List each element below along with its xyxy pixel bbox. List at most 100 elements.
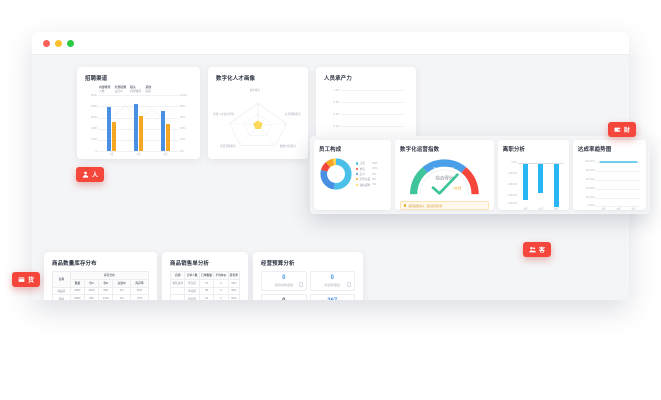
y-tick: 60.00% (586, 178, 595, 181)
card-title: 数字化人才画像 (216, 76, 256, 82)
maximize-icon[interactable] (67, 39, 74, 47)
y-tick: -300.00 (507, 194, 517, 197)
cell (169, 294, 186, 300)
cell: 2100 (98, 294, 114, 300)
cell: 华东区 (184, 278, 200, 288)
tab-label: 客 (539, 248, 546, 254)
legend-label: 猎头 (130, 85, 136, 89)
card-title: 数字化运营指数 (400, 147, 440, 153)
cell: 3 (213, 286, 229, 296)
stat-box: 267 (309, 293, 355, 300)
legend-swatch (356, 162, 359, 165)
tab-finance[interactable]: 财 (608, 122, 637, 137)
col-wha: 仓A (83, 278, 100, 288)
cell: 800 (98, 286, 114, 296)
x-tick: 2月 (136, 153, 141, 157)
x-tick: 1月 (601, 208, 606, 210)
legend-name: 实习 (359, 173, 365, 176)
y2-tick: 80% (180, 104, 186, 108)
legend-pct: 27% (372, 167, 378, 171)
document-icon (347, 281, 351, 287)
close-icon[interactable] (43, 39, 50, 47)
x-tick: 2月 (616, 208, 621, 210)
card-title: 人员承产力 (324, 76, 352, 82)
card-inventory-distribution: 商品数量库存分布 名称 库存分布 数量 仓A 仓B 在途中 库存率 成品库 (44, 252, 157, 300)
col-name: 名称 (169, 271, 186, 280)
legend-row: 实习 9% (356, 172, 377, 176)
radar-axis-label: 技术能力 (249, 89, 261, 92)
table-row: 华北区 42 1 32% (169, 294, 241, 300)
box-icon (18, 277, 25, 282)
col-price: 平均单价 (213, 271, 229, 280)
y-tick: 0.60 (333, 112, 339, 116)
overlay-trend-line (112, 104, 165, 122)
table-row: 华南区 58 3 30% (169, 286, 241, 296)
cell: 32% (227, 278, 241, 288)
card-title: 商品数量库存分布 (52, 261, 97, 267)
tab-guest[interactable]: 客 (523, 242, 552, 257)
y2-tick: 0% (180, 149, 184, 153)
legend-sublabel: 内部推荐 (130, 88, 142, 93)
cell: 42 (198, 294, 215, 300)
cell: 3400 (83, 286, 100, 296)
card-title: 离职分析 (502, 147, 526, 153)
col-qty: 数量 (69, 278, 85, 288)
stat-box: 0 预算内采购金额 (261, 271, 307, 291)
neg-bar (522, 163, 528, 200)
cell: 76 (198, 278, 215, 288)
y-tick: 1.00 (333, 88, 339, 92)
svg-text:80: 80 (462, 180, 466, 184)
x-tick: 3月 (163, 153, 168, 157)
col-rate: 库存率 (130, 278, 149, 288)
tab-people[interactable]: 人 (76, 167, 105, 182)
cell: 80% (130, 286, 149, 296)
y-tick: 100.00% (584, 160, 595, 163)
y-tick: -200.00 (507, 183, 517, 186)
tab-goods[interactable]: 货 (12, 272, 41, 287)
col-count: 订单人数 (184, 271, 200, 280)
cell: 75% (130, 294, 149, 300)
radar-axis-label: 创新人才综合评分 (213, 113, 235, 116)
table-row: 销售总单 华东区 76 2 32% (169, 278, 241, 288)
cell: 华南区 (184, 286, 200, 296)
cell: 原料 (52, 294, 71, 300)
cell: 6800 (69, 286, 85, 296)
card-title: 招聘渠道 (85, 76, 108, 82)
tab-label: 货 (28, 278, 35, 284)
window-titlebar (32, 32, 629, 55)
legend-row: 正式 52% (356, 161, 377, 165)
legend-sublabel: 人数 (99, 88, 105, 93)
y-tick: 0 (95, 149, 98, 153)
card-title: 达成率趋势图 (577, 147, 612, 153)
col-qty: 订单数量 (198, 271, 215, 280)
cell: 600 (83, 294, 100, 300)
cell: 32% (227, 294, 241, 300)
legend-name: 正式 (359, 162, 365, 166)
radar-axis-label: 项目管理能力 (220, 145, 237, 148)
bar-series-group (98, 95, 179, 152)
table-row: 成品库 6800 3400 800 3% 80% (52, 286, 149, 296)
legend-row: 退休返聘 4% (356, 183, 377, 187)
y-tick: -100.00 (507, 172, 517, 175)
legend-item: 内部推荐 人数 (99, 85, 111, 93)
x-tick: 2月 (538, 208, 543, 210)
radar-axis-label: 数据分析能力 (279, 145, 296, 148)
legend-label: 外部招聘 (114, 85, 127, 89)
gauge-note: 运营指数良好，建议持续优化 (400, 201, 489, 210)
inventory-table: 名称 库存分布 数量 仓A 仓B 在途中 库存率 成品库 6800 3400 (52, 271, 150, 300)
legend-label: 内部推荐 (99, 85, 111, 89)
legend-sublabel: 渠道 (145, 88, 151, 93)
svg-text:20: 20 (422, 180, 426, 184)
y2-tick: 40% (180, 127, 186, 131)
document-icon (298, 281, 303, 287)
y-tick: 0.00 (511, 161, 517, 164)
negbar-series (518, 163, 564, 207)
col-rate: 转化率 (227, 271, 241, 280)
bar-chart-plot: 5000 4000 3000 2000 1000 0 100% 80% 60% … (91, 94, 187, 153)
stat-value: 0 (264, 298, 304, 300)
person-icon (82, 171, 89, 178)
y-tick: 80.00% (586, 169, 595, 172)
minimize-icon[interactable] (55, 39, 62, 47)
legend-item: 外部招聘 占比% (114, 85, 127, 93)
legend-name: 外包 (359, 167, 365, 171)
